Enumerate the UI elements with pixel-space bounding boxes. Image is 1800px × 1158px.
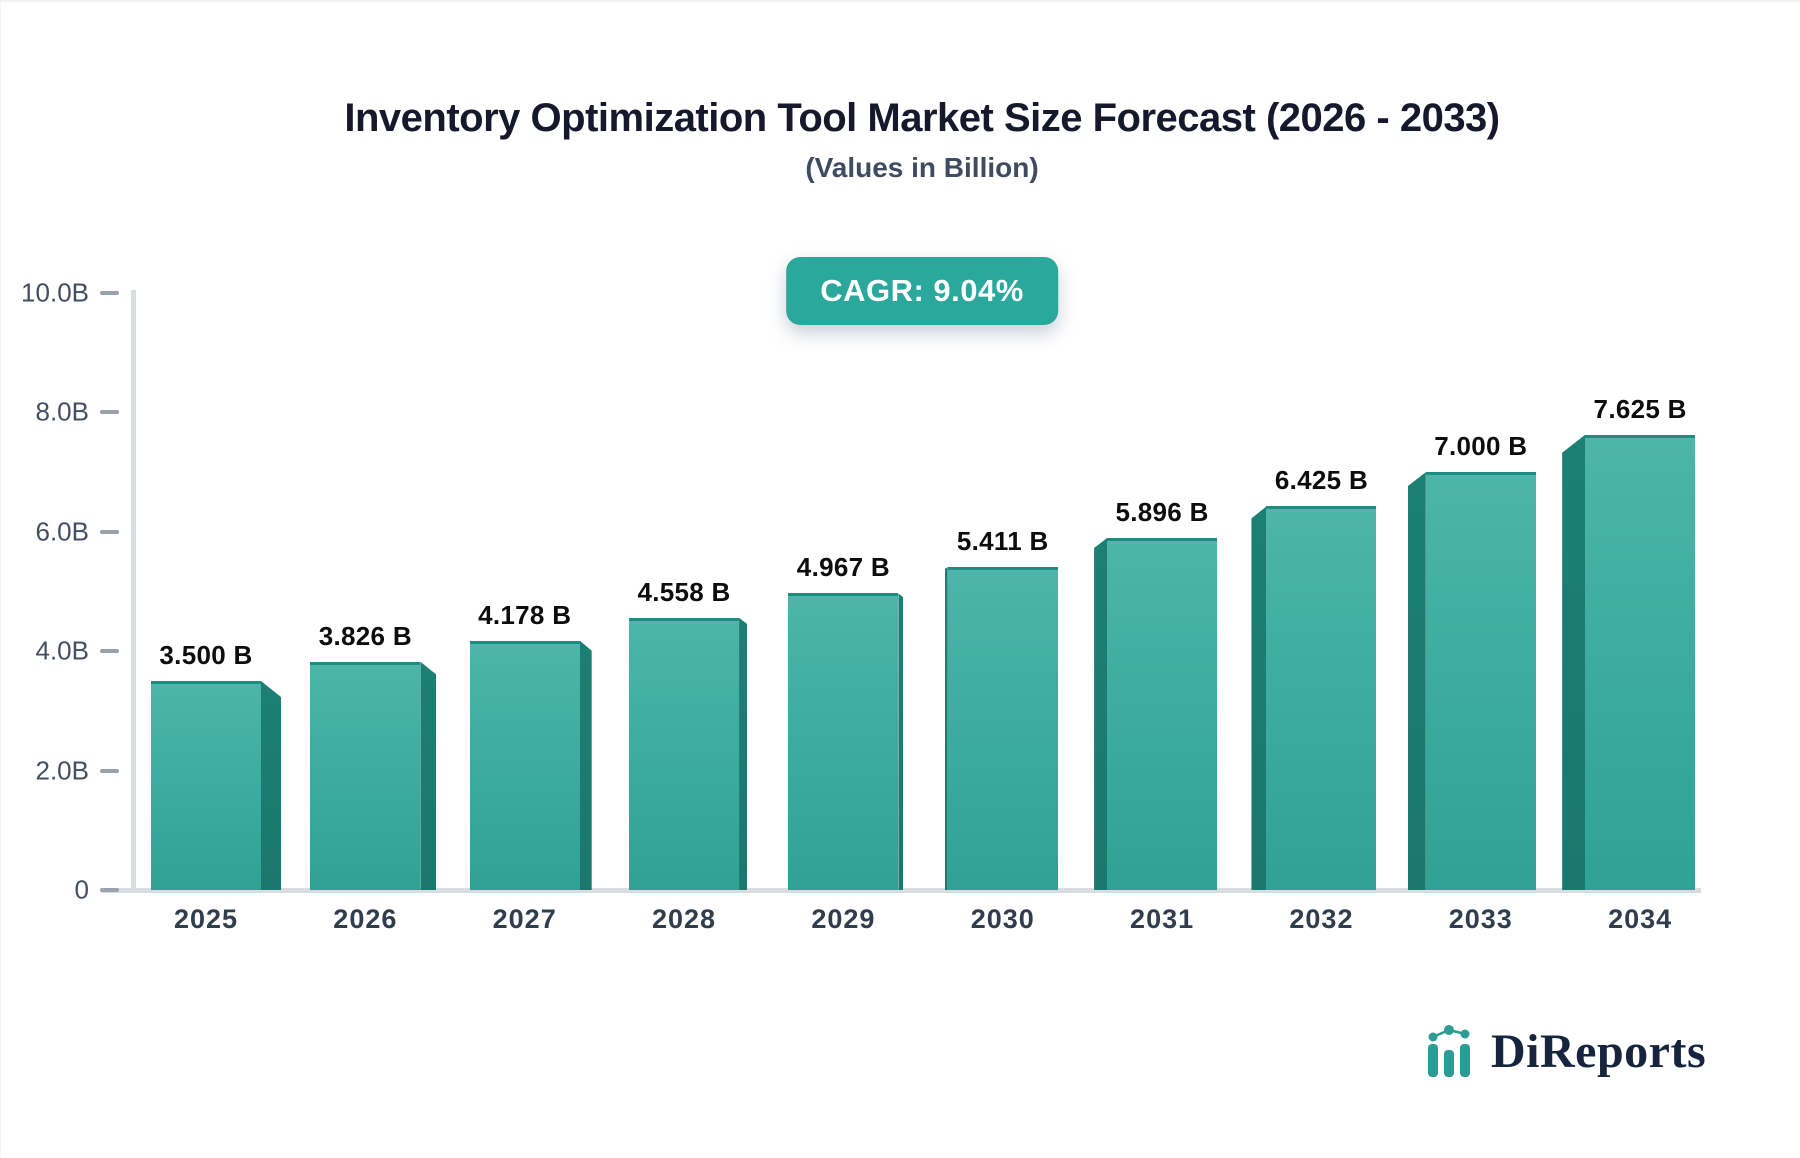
y-axis-label: 0 — [74, 874, 89, 905]
value-label-2033: 7.000 B — [1434, 431, 1528, 462]
bar-side-face — [739, 617, 748, 890]
x-label-2033: 2033 — [1448, 904, 1513, 934]
bar-side-face — [1562, 434, 1586, 890]
bar-front-face — [1585, 434, 1696, 890]
value-label-2030: 5.411 B — [956, 525, 1049, 556]
chart-subtitle: (Values in Billion) — [805, 152, 1039, 183]
y-axis-label: 4.0B — [35, 635, 90, 666]
bar-2030 — [944, 566, 1058, 890]
bar-front-face — [629, 617, 740, 890]
direports-logo: DiReports — [1425, 1024, 1706, 1080]
bar-front-face — [947, 566, 1058, 890]
bar-front-face — [469, 640, 580, 890]
x-label-2032: 2032 — [1289, 904, 1354, 934]
bar-2027 — [469, 640, 592, 890]
bar-side-face — [1094, 538, 1108, 890]
x-label-2028: 2028 — [652, 904, 717, 934]
bar-2032 — [1251, 506, 1377, 890]
y-axis-label: 8.0B — [35, 396, 90, 427]
value-label-2025: 3.500 B — [159, 640, 253, 671]
y-axis-label: 10.0B — [21, 277, 89, 308]
y-axis-tick — [100, 888, 119, 892]
x-label-2027: 2027 — [492, 904, 557, 934]
bar-front-face — [1266, 506, 1377, 890]
x-label-2029: 2029 — [811, 904, 876, 934]
chart-title: Inventory Optimization Tool Market Size … — [344, 96, 1500, 140]
x-label-2034: 2034 — [1608, 904, 1673, 934]
bar-2026 — [310, 661, 437, 890]
x-axis-baseline — [101, 888, 1701, 893]
y-axis-tick — [100, 768, 119, 773]
bar-side-face — [898, 593, 904, 890]
y-axis-label: 2.0B — [35, 755, 90, 786]
bar-front-face — [1107, 538, 1218, 890]
bar-front-face — [151, 681, 261, 890]
bar-2031 — [1094, 538, 1218, 890]
bar-2029 — [788, 593, 904, 890]
value-label-2031: 5.896 B — [1115, 497, 1209, 527]
bar-2034 — [1562, 434, 1696, 890]
y-axis-tick — [100, 291, 119, 295]
bar-side-face — [579, 640, 592, 890]
bar-side-face — [944, 566, 948, 890]
logo-text: DiReports — [1491, 1025, 1707, 1078]
x-label-2030: 2030 — [970, 904, 1035, 934]
y-axis-tick — [100, 529, 119, 534]
y-axis-line — [131, 290, 136, 892]
value-label-2032: 6.425 B — [1274, 465, 1369, 496]
bar-front-face — [1425, 472, 1536, 890]
y-axis-tick — [100, 649, 119, 654]
bar-front-face — [310, 661, 421, 890]
mini-bar-line-chart-icon — [1428, 1025, 1470, 1077]
bar-side-face — [1251, 506, 1267, 890]
bar-2025 — [151, 681, 281, 890]
value-label-2034: 7.625 B — [1593, 393, 1687, 424]
value-label-2027: 4.178 B — [478, 599, 572, 630]
bar-2028 — [629, 617, 748, 890]
y-axis-tick — [100, 410, 119, 415]
x-label-2025: 2025 — [173, 904, 239, 934]
bar-front-face — [788, 593, 899, 890]
bar-side-face — [420, 661, 437, 890]
value-label-2028: 4.558 B — [637, 576, 731, 607]
cagr-badge: CAGR: 9.04% — [786, 257, 1058, 325]
x-label-2031: 2031 — [1130, 904, 1195, 934]
x-label-2026: 2026 — [333, 904, 398, 934]
value-label-2029: 4.967 B — [796, 552, 890, 583]
y-axis-label: 6.0B — [35, 516, 90, 547]
bar-2033 — [1407, 472, 1536, 890]
value-label-2026: 3.826 B — [318, 620, 412, 651]
bar-side-face — [1407, 472, 1426, 890]
bar-side-face — [261, 681, 281, 890]
